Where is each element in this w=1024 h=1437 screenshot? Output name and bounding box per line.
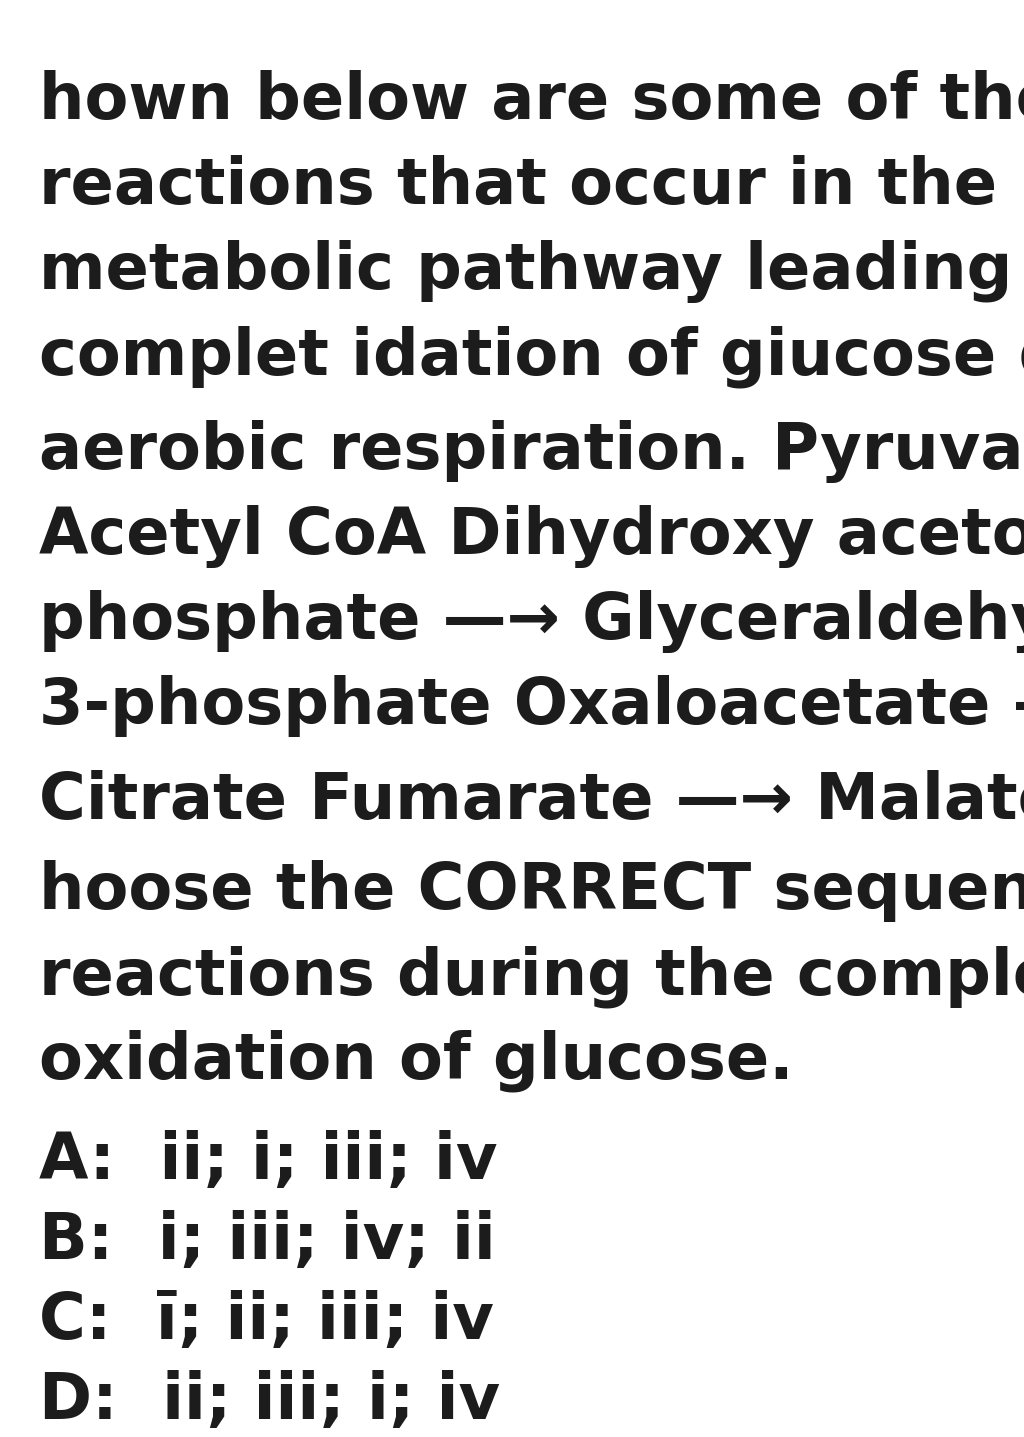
Text: reactions that occur in the: reactions that occur in the xyxy=(39,155,997,217)
Text: A:  ii; i; iii; iv: A: ii; i; iii; iv xyxy=(39,1129,498,1193)
Text: D:  ii; iii; i; iv: D: ii; iii; i; iv xyxy=(39,1369,500,1433)
Text: metabolic pathway leading to: metabolic pathway leading to xyxy=(39,240,1024,303)
Text: aerobic respiration. Pyruvate —→: aerobic respiration. Pyruvate —→ xyxy=(39,420,1024,483)
Text: complet idation of giucose during: complet idation of giucose during xyxy=(39,325,1024,388)
Text: hoose the CORRECT sequence of: hoose the CORRECT sequence of xyxy=(39,859,1024,923)
Text: B:  i; iii; iv; ii: B: i; iii; iv; ii xyxy=(39,1210,496,1272)
Text: hown below are some of the: hown below are some of the xyxy=(39,70,1024,132)
Text: reactions during the complete: reactions during the complete xyxy=(39,946,1024,1007)
Text: oxidation of glucose.: oxidation of glucose. xyxy=(39,1030,794,1092)
Text: phosphate —→ Glyceraldehyde-: phosphate —→ Glyceraldehyde- xyxy=(39,591,1024,652)
Text: C:  ī; ii; iii; iv: C: ī; ii; iii; iv xyxy=(39,1290,494,1352)
Text: 3-phosphate Oxaloacetate —→: 3-phosphate Oxaloacetate —→ xyxy=(39,675,1024,737)
Text: Citrate Fumarate —→ Malate: Citrate Fumarate —→ Malate xyxy=(39,770,1024,832)
Text: Acetyl CoA Dihydroxy acetone: Acetyl CoA Dihydroxy acetone xyxy=(39,504,1024,568)
